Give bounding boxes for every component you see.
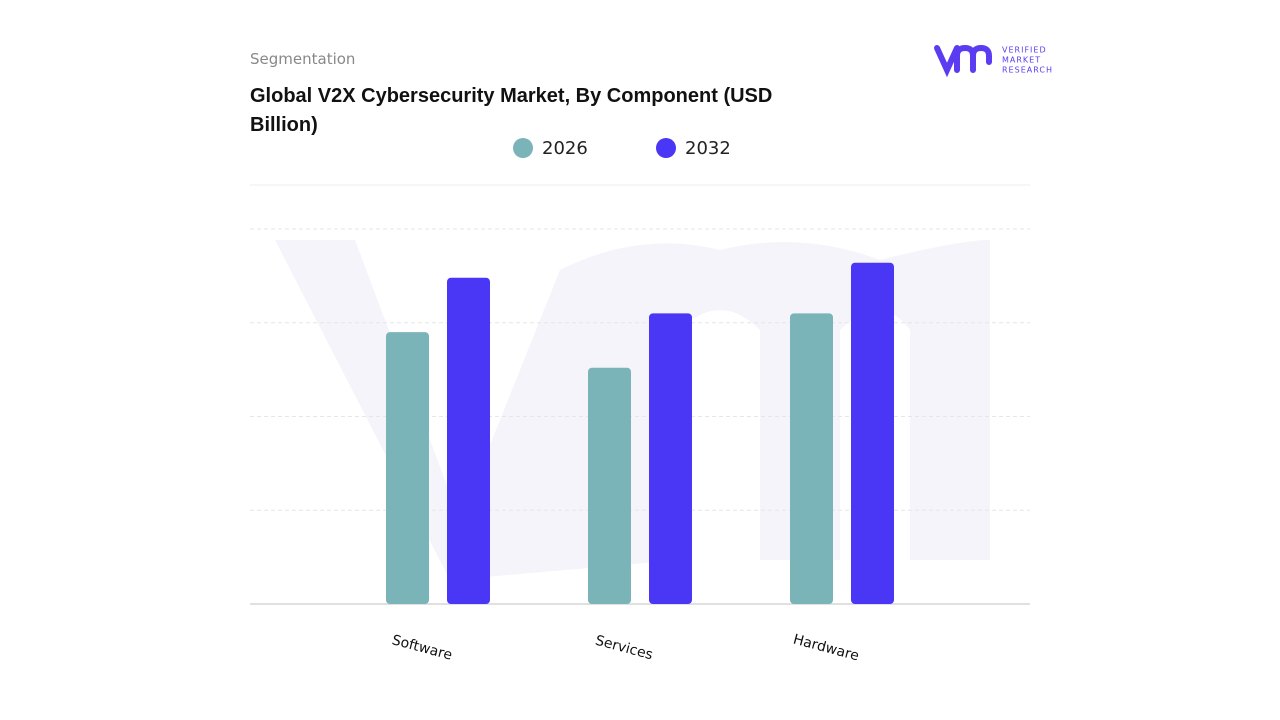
x-tick-label: Services	[593, 633, 654, 664]
x-tick-label: Hardware	[791, 632, 860, 665]
legend-marker	[513, 138, 533, 158]
chart-title: Global V2X Cybersecurity Market, By Comp…	[250, 85, 773, 136]
x-tick-label: Software	[390, 632, 454, 663]
bar	[447, 277, 490, 604]
logo-text: RESEARCH	[1002, 66, 1053, 75]
logo-mark	[934, 44, 992, 78]
legend-label: 2032	[685, 138, 731, 159]
logo-text: MARKET	[1002, 56, 1041, 65]
bar	[386, 332, 429, 604]
bar	[649, 313, 692, 604]
bar	[588, 367, 631, 604]
legend-label: 2026	[542, 138, 588, 159]
subtitle: Segmentation	[250, 50, 356, 68]
legend-marker	[656, 138, 676, 158]
bar	[851, 262, 894, 604]
bar	[790, 313, 833, 604]
logo-text: VERIFIED	[1002, 46, 1047, 55]
